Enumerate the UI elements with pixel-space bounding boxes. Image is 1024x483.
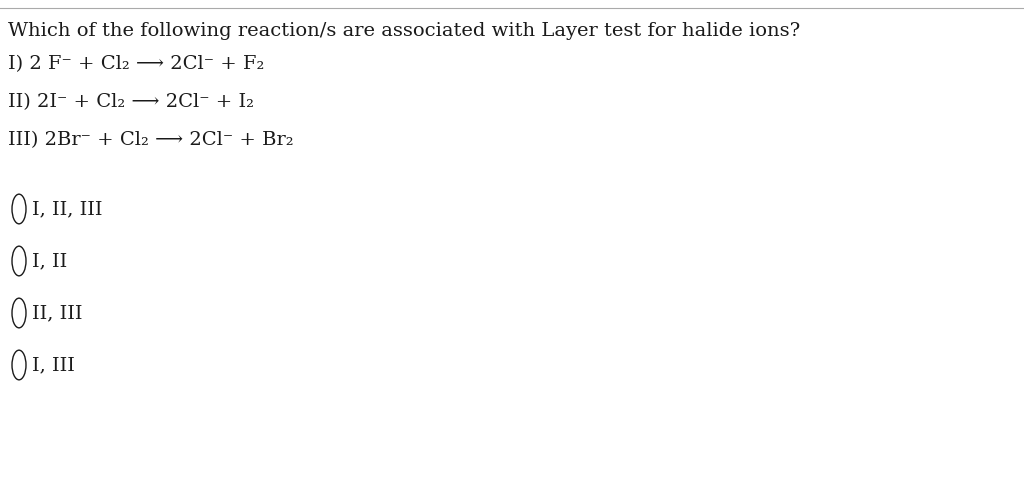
Text: I, II, III: I, II, III [32, 200, 102, 218]
Text: I) 2 F⁻ + Cl₂ ⟶ 2Cl⁻ + F₂: I) 2 F⁻ + Cl₂ ⟶ 2Cl⁻ + F₂ [8, 55, 264, 73]
Text: II) 2I⁻ + Cl₂ ⟶ 2Cl⁻ + I₂: II) 2I⁻ + Cl₂ ⟶ 2Cl⁻ + I₂ [8, 93, 254, 111]
Text: III) 2Br⁻ + Cl₂ ⟶ 2Cl⁻ + Br₂: III) 2Br⁻ + Cl₂ ⟶ 2Cl⁻ + Br₂ [8, 131, 294, 149]
Text: II, III: II, III [32, 304, 83, 322]
Text: I, III: I, III [32, 356, 75, 374]
Text: Which of the following reaction/s are associated with Layer test for halide ions: Which of the following reaction/s are as… [8, 22, 800, 40]
Text: I, II: I, II [32, 252, 68, 270]
